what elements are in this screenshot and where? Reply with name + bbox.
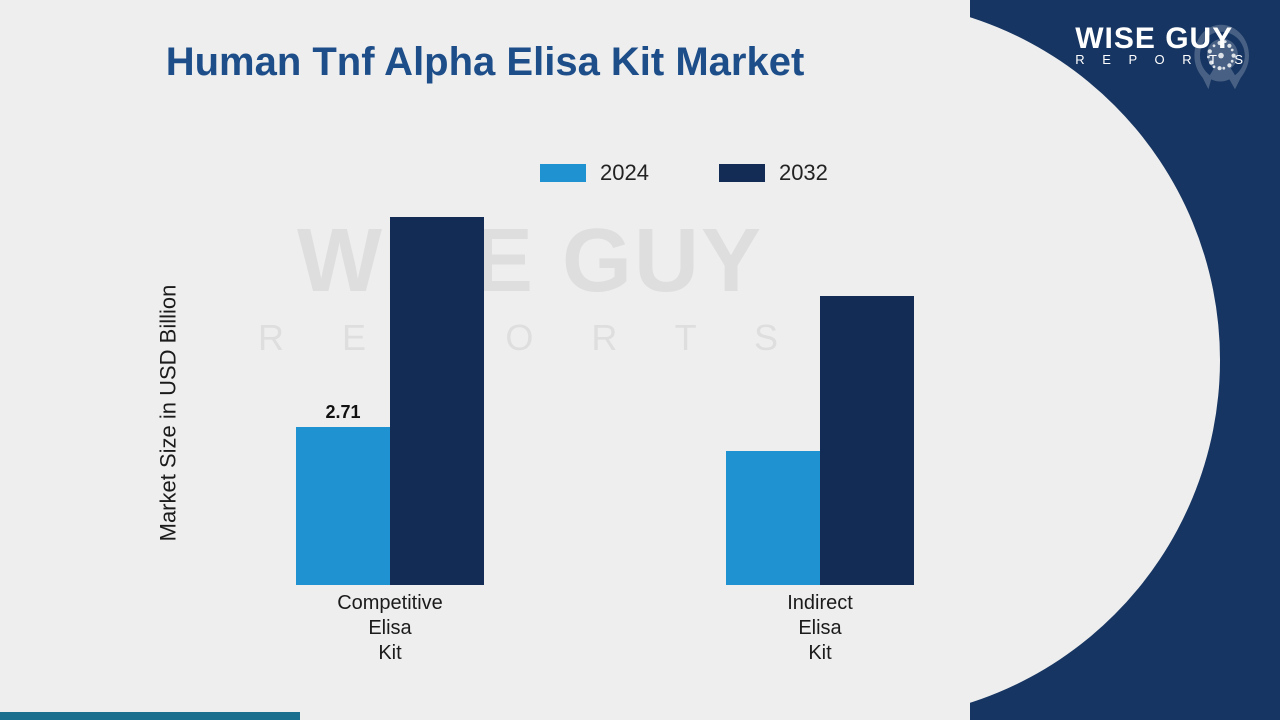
category-label: IndirectElisaKit [690,591,950,666]
bar-group [260,217,520,585]
legend-item-2024: 2024 [540,160,649,186]
right-brand-band [970,0,1280,720]
bar-2032 [390,217,484,585]
head-dots-icon [1186,22,1256,92]
bar-group [690,296,950,585]
chart-page: WISE GUY R E P O R T S Human Tnf Alpha E… [0,0,1280,720]
bar-2032 [820,296,914,585]
bar-2024 [296,427,390,585]
category-label: CompetitiveElisaKit [260,591,520,666]
plot-area: 2.71CompetitiveElisaKitIndirectElisaKit [110,205,970,585]
bar-chart: Market Size in USD Billion 2.71Competiti… [100,205,970,620]
legend-swatch-2032 [719,164,765,182]
legend: 2024 2032 [540,160,828,186]
legend-swatch-2024 [540,164,586,182]
legend-label-2032: 2032 [779,160,828,186]
bar-2024 [726,451,820,585]
bottom-accent-bar [0,712,300,720]
legend-label-2024: 2024 [600,160,649,186]
legend-item-2032: 2032 [719,160,828,186]
chart-title: Human Tnf Alpha Elisa Kit Market [0,40,970,85]
brand-logo: WISE GUY R E P O R T S [1075,22,1250,67]
